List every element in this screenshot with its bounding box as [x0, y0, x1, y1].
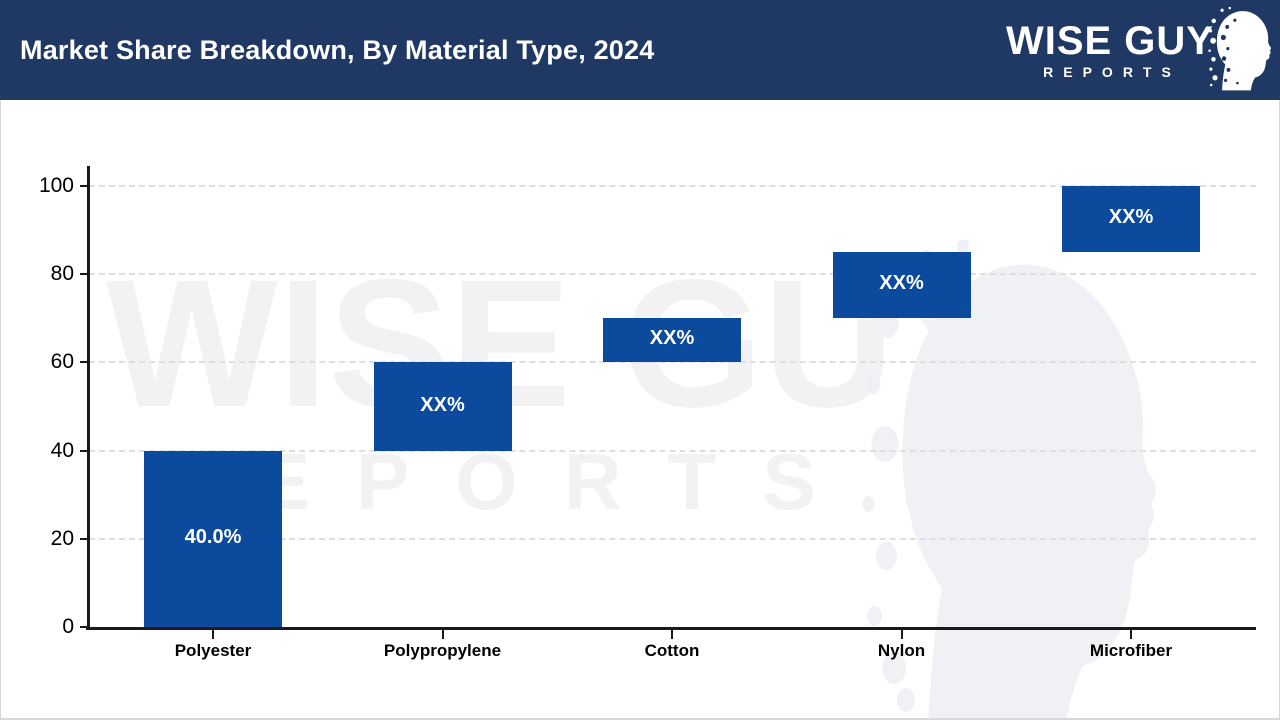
gridline-20 [89, 537, 1256, 540]
bar-value-label-polypropylene: XX% [420, 393, 465, 416]
bar-value-label-cotton: XX% [649, 327, 695, 350]
y-tick-label-60: 60 [50, 350, 74, 374]
chart-panel: WISE GUY REPORTS 0 20 40 60 80 100 Polyester Po… [0, 100, 1280, 720]
logo-wordmark: WISE GUY [1005, 18, 1214, 63]
category-label-nylon: Nylon [877, 641, 926, 660]
x-axis-tick-2 [671, 630, 673, 639]
bar-value-label-microfiber: XX% [1108, 206, 1154, 229]
category-label-cotton: Cotton [644, 641, 700, 660]
x-axis-tick-4 [1130, 630, 1132, 639]
logo-face-icon [1208, 7, 1271, 91]
y-tick-label-0: 0 [62, 615, 74, 638]
y-axis-line [87, 166, 90, 630]
x-axis-line [86, 627, 1256, 630]
x-axis-tick-1 [441, 630, 444, 639]
y-axis-tick-20 [80, 537, 89, 540]
wise-guy-reports-logo: WISE GUY REPORTS [1006, 0, 1272, 100]
category-label-polyester: Polyester [174, 641, 252, 660]
page-title: Market Share Breakdown, By Material Type… [20, 34, 655, 65]
y-axis-tick-100 [80, 185, 89, 187]
bar-cotton[interactable] [603, 318, 741, 363]
logo-text: WISE GUY REPORTS [1006, 21, 1214, 80]
y-tick-label-80: 80 [50, 262, 74, 286]
bar-microfiber[interactable] [1062, 186, 1200, 253]
gridline-60 [89, 361, 1256, 364]
header-bar: Market Share Breakdown, By Material Type… [0, 0, 1280, 100]
y-axis-tick-60 [80, 361, 89, 364]
gridline-80 [89, 273, 1256, 276]
y-axis-tick-0 [80, 626, 89, 628]
x-axis-tick-0 [212, 630, 214, 639]
gridline-100 [89, 185, 1256, 187]
logo-subtitle: REPORTS [1043, 63, 1181, 80]
x-axis-tick-3 [900, 630, 903, 639]
y-axis-tick-40 [80, 449, 89, 452]
gridline-40 [89, 449, 1256, 452]
category-label-polypropylene: Polypropylene [383, 641, 502, 660]
y-tick-label-20: 20 [50, 526, 74, 550]
y-axis-tick-80 [80, 273, 89, 276]
bar-nylon[interactable] [832, 252, 971, 319]
bar-polypropylene[interactable] [373, 362, 512, 451]
y-tick-label-100: 100 [38, 174, 74, 197]
watermark-face-icon [862, 240, 1156, 718]
y-tick-label-40: 40 [50, 438, 74, 462]
bar-polyester[interactable] [144, 450, 282, 627]
bar-value-label-polyester: 40.0% [184, 525, 242, 548]
category-label-microfiber: Microfiber [1089, 641, 1173, 660]
bar-value-label-nylon: XX% [879, 272, 924, 295]
